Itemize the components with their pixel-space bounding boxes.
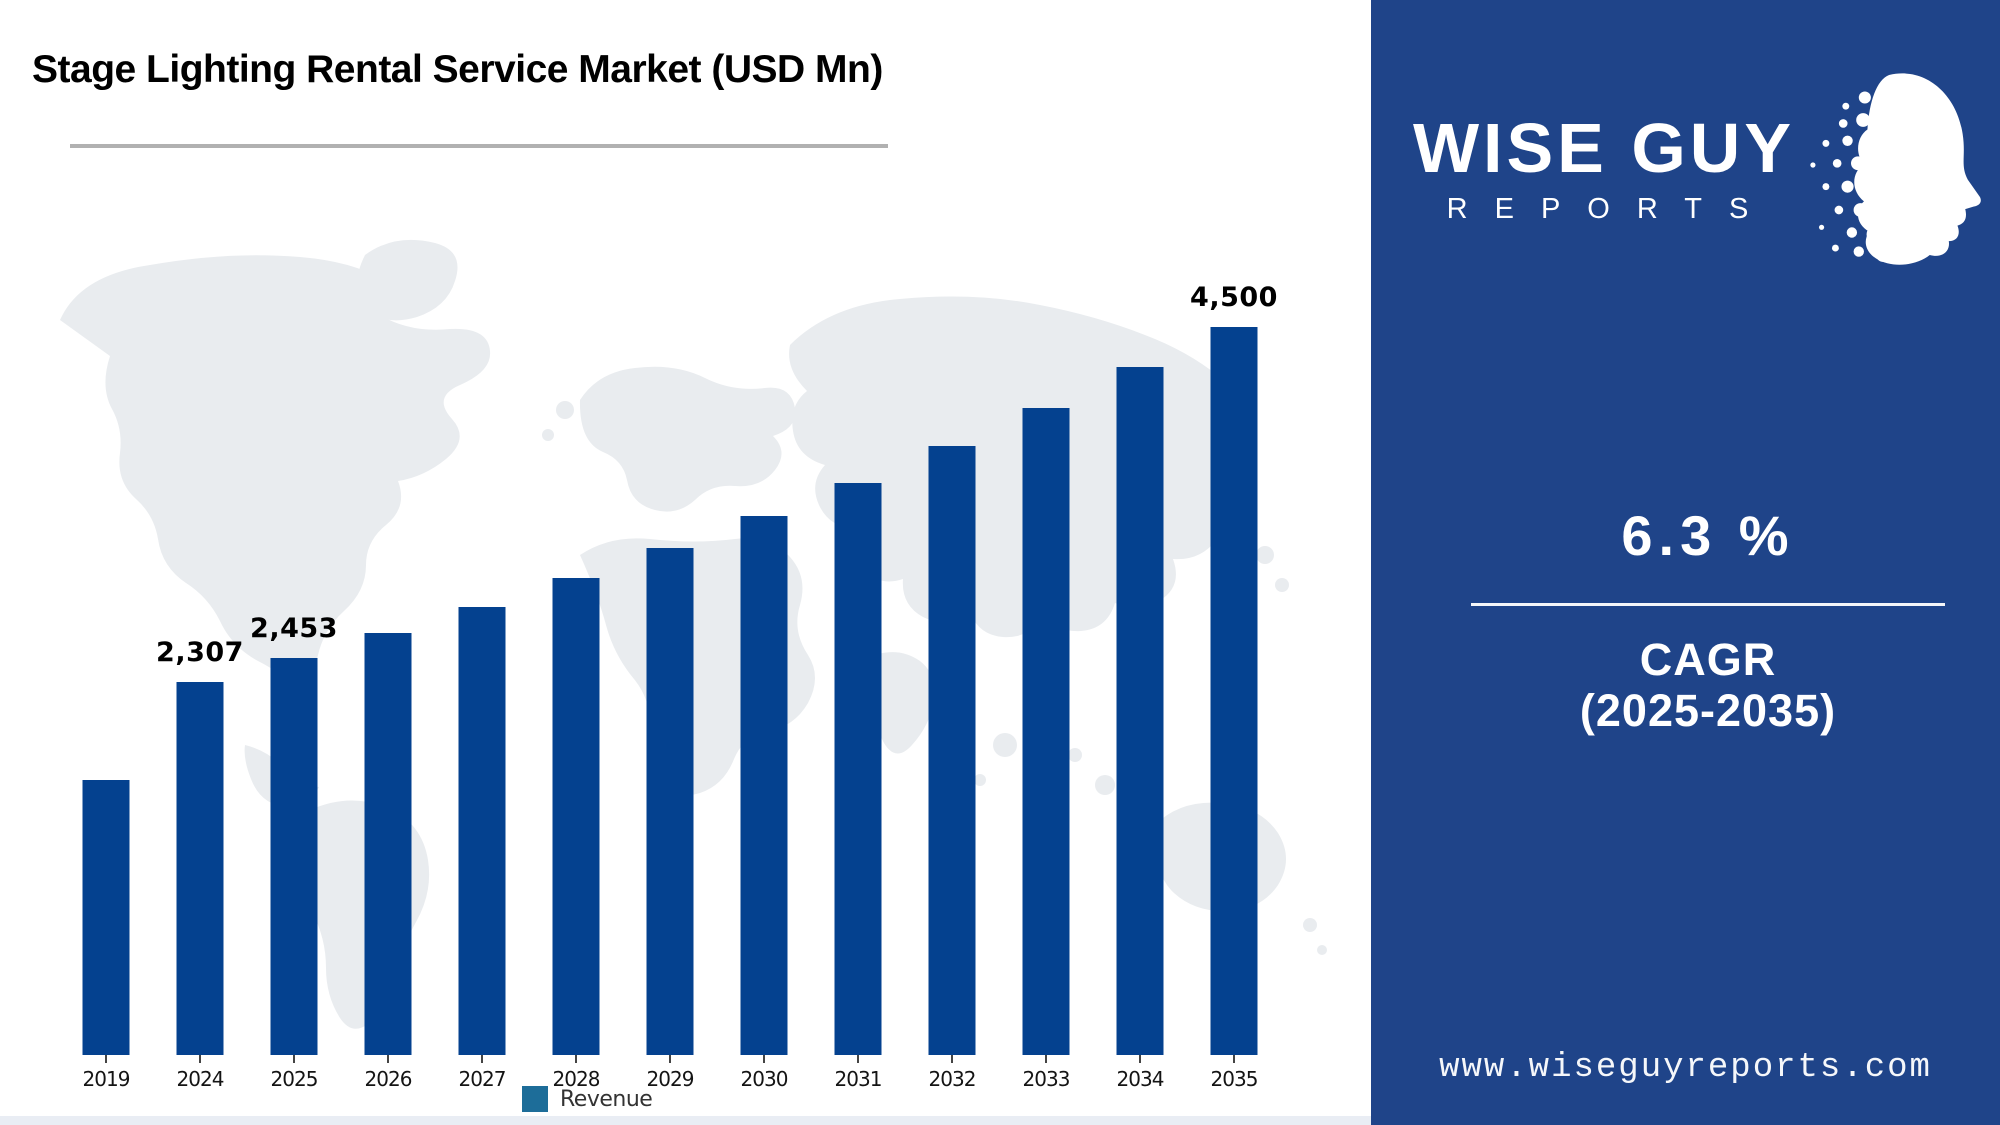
- cagr-value: 6.3 %: [1621, 504, 1795, 567]
- x-axis-tick-2034: [1139, 1055, 1141, 1063]
- x-tick-label-2030: 2030: [740, 1067, 789, 1091]
- x-tick-label-2024: 2024: [176, 1067, 225, 1091]
- bar-2034: [1116, 367, 1164, 1055]
- bar-cell-2019: 2019: [59, 265, 153, 1091]
- bar-value-label-2025: 2,453: [250, 613, 338, 644]
- bar-cell-2030: 2030: [717, 265, 811, 1091]
- bar-value-label-2035: 4,500: [1190, 282, 1278, 313]
- bar-2035: [1210, 327, 1258, 1055]
- bar-cell-2024: 2,307 2024: [153, 265, 247, 1091]
- x-axis-tick-2027: [481, 1055, 483, 1063]
- chart-area: Stage Lighting Rental Service Market (US…: [0, 48, 1371, 1125]
- x-tick-label-2031: 2031: [834, 1067, 883, 1091]
- bar-cell-2025: 2,453 2025: [247, 265, 341, 1091]
- bar-cell-2028: 2028: [529, 265, 623, 1091]
- bar-2031: [834, 483, 882, 1055]
- bar-2028: [552, 578, 600, 1055]
- bar-2032: [928, 446, 976, 1055]
- bar-2019: [82, 780, 130, 1055]
- chart-legend: Revenue: [522, 1086, 653, 1112]
- website-url: www.wiseguyreports.com: [1439, 1049, 1932, 1087]
- x-axis-tick-2035: [1233, 1055, 1235, 1063]
- x-tick-label-2026: 2026: [364, 1067, 413, 1091]
- x-tick-label-2028: 2028: [552, 1067, 601, 1091]
- legend-label-revenue: Revenue: [560, 1086, 653, 1112]
- brand-panel: WISE GUY REPORTS: [1371, 0, 2000, 1125]
- x-axis-tick-2025: [293, 1055, 295, 1063]
- x-axis-tick-2024: [199, 1055, 201, 1063]
- bar-cell-2031: 2031: [811, 265, 905, 1091]
- cagr-stats-block: 6.3 % CAGR (2025-2035): [1471, 505, 1945, 737]
- bar-2033: [1022, 408, 1070, 1055]
- x-axis-tick-2028: [575, 1055, 577, 1063]
- x-tick-label-2035: 2035: [1210, 1067, 1259, 1091]
- x-tick-label-2033: 2033: [1022, 1067, 1071, 1091]
- logo-text: WISE GUY REPORTS: [1413, 113, 1795, 226]
- x-axis-tick-2019: [105, 1055, 107, 1063]
- x-tick-label-2019: 2019: [82, 1067, 131, 1091]
- bar-cell-2029: 2029: [623, 265, 717, 1091]
- dotted-head-icon: [1761, 55, 1986, 275]
- bar-cell-2035: 4,500 2035: [1187, 265, 1281, 1091]
- stats-divider: [1471, 602, 1945, 606]
- bar-2029: [646, 548, 694, 1055]
- bar-chart-plot: 2019 2,307 2024 2,453 2025 2026 2027 2028 2029 20…: [59, 265, 1281, 1091]
- x-tick-label-2027: 2027: [458, 1067, 507, 1091]
- logo-reports-text: REPORTS: [1446, 193, 1776, 225]
- bar-2024: [176, 682, 224, 1055]
- bar-cell-2033: 2033: [999, 265, 1093, 1091]
- bar-cell-2026: 2026: [341, 265, 435, 1091]
- title-underline: [70, 144, 888, 148]
- bar-cell-2027: 2027: [435, 265, 529, 1091]
- x-tick-label-2034: 2034: [1116, 1067, 1165, 1091]
- wise-guy-reports-logo: WISE GUY REPORTS: [1385, 55, 2000, 275]
- x-tick-label-2032: 2032: [928, 1067, 977, 1091]
- chart-title: Stage Lighting Rental Service Market (US…: [32, 48, 883, 91]
- bar-2025: [270, 658, 318, 1055]
- bar-2030: [740, 516, 788, 1055]
- logo-wise-guy-text: WISE GUY: [1412, 109, 1796, 187]
- x-tick-label-2029: 2029: [646, 1067, 695, 1091]
- bar-value-label-2024: 2,307: [156, 637, 244, 668]
- legend-swatch-revenue: [522, 1086, 548, 1112]
- bar-cell-2032: 2032: [905, 265, 999, 1091]
- cagr-label: CAGR: [1639, 633, 1777, 685]
- x-axis-tick-2033: [1045, 1055, 1047, 1063]
- bar-2026: [364, 633, 412, 1055]
- bottom-edge-strip: [0, 1116, 1371, 1125]
- x-axis-tick-2031: [857, 1055, 859, 1063]
- x-axis-tick-2032: [951, 1055, 953, 1063]
- cagr-range: (2025-2035): [1579, 685, 1837, 737]
- x-axis-tick-2029: [669, 1055, 671, 1063]
- x-tick-label-2025: 2025: [270, 1067, 319, 1091]
- bar-cell-2034: 2034: [1093, 265, 1187, 1091]
- x-axis-tick-2030: [763, 1055, 765, 1063]
- bar-2027: [458, 607, 506, 1055]
- x-axis-tick-2026: [387, 1055, 389, 1063]
